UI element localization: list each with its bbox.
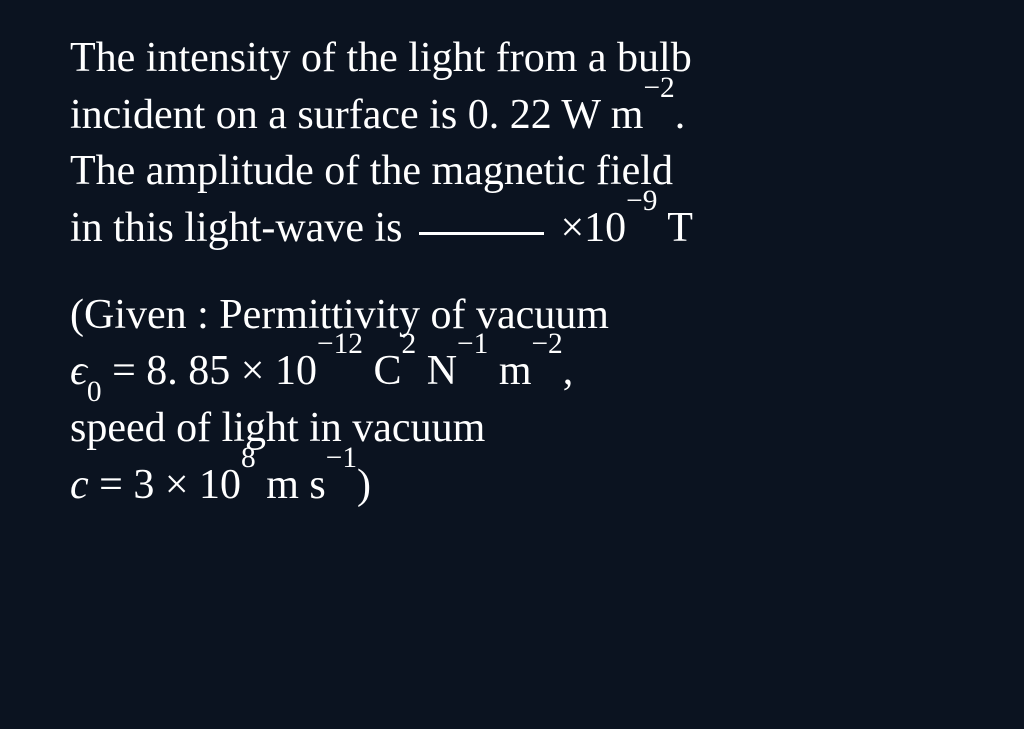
text-line: in this light-wave is ×10−9 T (70, 205, 693, 251)
paragraph-1: The intensity of the light from a bulb i… (70, 30, 974, 257)
epsilon-expression: ϵ0 = 8. 85 × 10−12 C2 N−1 m−2, (70, 348, 573, 394)
unit-c: C (363, 348, 402, 394)
value: 0. 22 W m (468, 92, 644, 138)
subscript: 0 (87, 376, 102, 408)
text: . (675, 92, 686, 138)
text-line: incident on a surface is 0. 22 W m−2. (70, 92, 685, 138)
paragraph-2: (Given : Permittivity of vacuum ϵ0 = 8. … (70, 287, 974, 514)
text-line: speed of light in vacuum (70, 405, 485, 451)
exponent: −2 (531, 328, 562, 360)
comma: , (563, 348, 574, 394)
unit: T (657, 205, 692, 251)
text: in this light-wave is (70, 205, 413, 251)
multiplier: ×10 (550, 205, 626, 251)
exponent: −1 (326, 442, 357, 474)
exponent: −2 (643, 72, 674, 104)
answer-blank[interactable] (419, 232, 544, 235)
exponent: 8 (241, 442, 256, 474)
epsilon-symbol: ϵ (70, 348, 87, 394)
unit-ms: m s (256, 462, 326, 508)
magnitude: ×10−9 T (550, 205, 693, 251)
c-symbol: c (70, 462, 89, 508)
c-expression: c = 3 × 108 m s−1) (70, 462, 371, 508)
exponent: −1 (457, 328, 488, 360)
unit-m: m (488, 348, 531, 394)
unit-n: N (416, 348, 457, 394)
equals-value: = 3 × 10 (89, 462, 241, 508)
exponent: −12 (317, 328, 363, 360)
intensity-value: 0. 22 W m−2 (468, 92, 675, 138)
exponent: −9 (626, 185, 657, 217)
equals-value: = 8. 85 × 10 (102, 348, 317, 394)
text-line: The amplitude of the magnetic field (70, 148, 673, 194)
close-paren: ) (357, 462, 371, 508)
text-line: The intensity of the light from a bulb (70, 35, 692, 81)
text: incident on a surface is (70, 92, 468, 138)
exponent: 2 (401, 328, 416, 360)
question-body: The intensity of the light from a bulb i… (0, 0, 1024, 729)
